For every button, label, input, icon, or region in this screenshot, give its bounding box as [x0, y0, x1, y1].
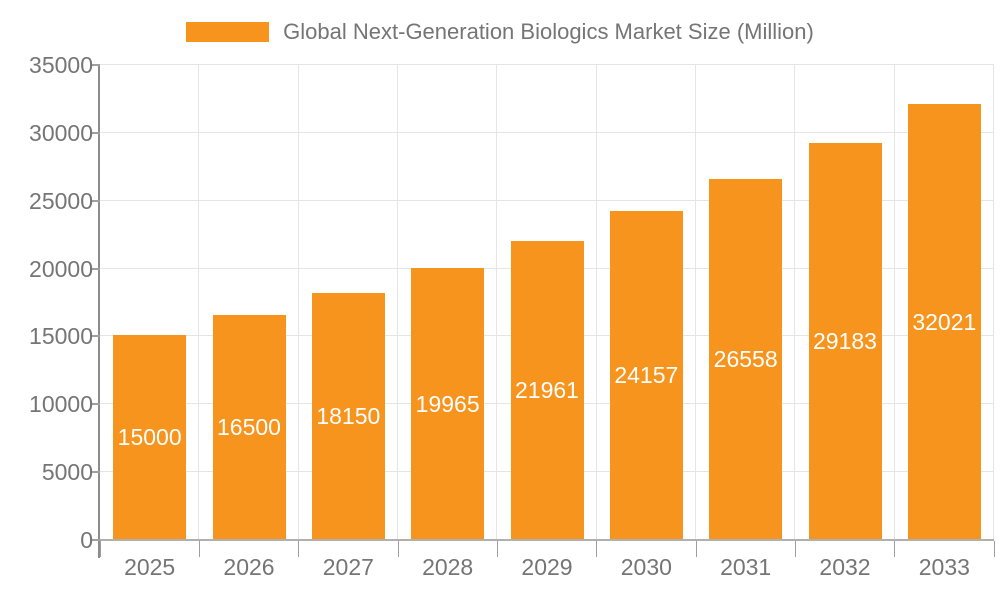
- x-gridline: [397, 65, 398, 540]
- chart-title: Global Next-Generation Biologics Market …: [283, 19, 814, 44]
- x-axis-line: [100, 539, 994, 541]
- x-axis-label-2033: 2033: [918, 554, 970, 580]
- x-gridline: [595, 65, 597, 540]
- x-gridline: [893, 65, 895, 540]
- bar-value-label: 19965: [415, 390, 480, 417]
- x-axis-tick: [894, 541, 896, 557]
- y-axis-label: 20000: [29, 255, 93, 282]
- bar-2030[interactable]: 24157: [609, 211, 683, 539]
- bar-value-label: 32021: [912, 308, 977, 335]
- x-axis-tick: [993, 541, 995, 557]
- x-axis-label-2026: 2026: [223, 554, 275, 580]
- x-axis-tick: [794, 541, 796, 557]
- y-gridline: [100, 131, 994, 133]
- x-gridline: [496, 65, 498, 540]
- bar-2025[interactable]: 15000: [113, 335, 187, 539]
- x-gridline: [695, 65, 696, 540]
- x-axis-tick: [198, 541, 200, 557]
- x-gridline: [993, 65, 994, 540]
- y-axis-label: 5000: [41, 459, 93, 486]
- bar-value-label: 16500: [217, 414, 281, 441]
- y-axis-tick: [90, 267, 100, 270]
- y-axis-tick: [90, 471, 100, 474]
- x-axis-tick: [397, 541, 399, 557]
- bar-2026[interactable]: 16500: [212, 315, 286, 539]
- y-axis-tick: [90, 131, 100, 134]
- y-axis-tick: [90, 539, 100, 541]
- x-gridline: [794, 65, 796, 540]
- y-axis-label: 15000: [29, 323, 93, 350]
- bar-value-label: 24157: [614, 362, 679, 389]
- y-gridline: [100, 199, 994, 201]
- y-axis-tick: [90, 403, 100, 406]
- bar-2033[interactable]: 32021: [907, 104, 981, 539]
- bar-value-label: 15000: [117, 424, 182, 451]
- x-axis-label-2029: 2029: [521, 554, 573, 580]
- legend-swatch: [186, 22, 270, 42]
- bar-2027[interactable]: 18150: [311, 292, 385, 539]
- x-axis-tick: [496, 541, 498, 557]
- y-axis-label: 10000: [29, 391, 93, 418]
- x-axis-label-2030: 2030: [620, 554, 672, 580]
- bar-value-label: 21961: [515, 376, 579, 403]
- bar-2032[interactable]: 29183: [808, 142, 882, 539]
- x-gridline: [297, 65, 299, 540]
- x-axis-label-2032: 2032: [819, 554, 871, 580]
- chart-legend[interactable]: Global Next-Generation Biologics Market …: [0, 20, 1000, 44]
- bar-value-label: 26558: [713, 345, 778, 372]
- bar-2031[interactable]: 26558: [709, 178, 783, 539]
- y-axis-line: [98, 65, 100, 558]
- y-axis-tick: [90, 335, 100, 338]
- x-axis-tick: [596, 541, 598, 557]
- y-axis-tick: [90, 64, 100, 66]
- bar-2028[interactable]: 19965: [411, 268, 485, 539]
- x-axis-label-2028: 2028: [422, 554, 474, 580]
- x-axis-label-2027: 2027: [322, 554, 374, 580]
- bar-value-label: 18150: [316, 402, 381, 429]
- x-axis-label-2025: 2025: [124, 554, 176, 580]
- x-axis-tick: [298, 541, 300, 557]
- x-axis-tick: [695, 541, 697, 557]
- y-axis-label: 35000: [29, 52, 93, 78]
- plot-area: 15000 16500 18150 19965 21961 24157 26558 29183…: [90, 64, 995, 558]
- x-axis-tick: [99, 541, 101, 557]
- x-axis-label-2031: 2031: [720, 554, 772, 580]
- y-axis-tick: [90, 199, 100, 202]
- y-gridline: [100, 64, 994, 65]
- x-gridline: [198, 65, 200, 540]
- y-axis-label: 0: [80, 527, 93, 553]
- bar-2029[interactable]: 21961: [510, 240, 584, 539]
- bar-value-label: 29183: [813, 327, 877, 354]
- y-axis-label: 25000: [29, 187, 93, 214]
- y-axis-label: 30000: [29, 119, 93, 146]
